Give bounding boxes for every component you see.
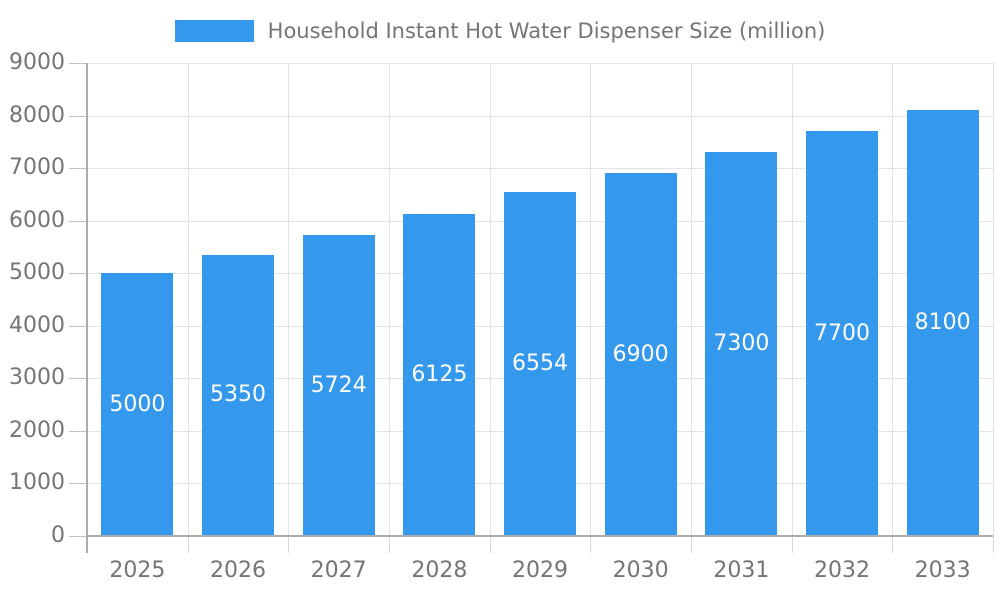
y-axis-tick <box>69 220 87 222</box>
gridline-vertical <box>489 63 491 536</box>
bar <box>202 254 274 536</box>
x-axis-label: 2027 <box>310 558 367 583</box>
plot-area: 0 1000 2000 3000 4000 5000 6000 7000 8000 9000 500… <box>9 52 994 582</box>
x-axis-line <box>87 535 993 537</box>
gridline-vertical <box>691 63 692 536</box>
x-axis-tick <box>590 536 592 553</box>
bar <box>504 191 576 536</box>
x-axis-tick <box>187 536 189 553</box>
y-axis-label: 1000 <box>9 470 65 496</box>
bar <box>705 152 778 536</box>
y-axis-tick <box>69 536 87 537</box>
legend-label: Household Instant Hot Water Dispenser Si… <box>267 19 826 43</box>
gridline-vertical <box>288 63 290 536</box>
legend: Household Instant Hot Water Dispenser Si… <box>0 17 1000 45</box>
x-axis-tick <box>791 536 793 553</box>
x-axis-label: 2025 <box>109 558 166 583</box>
bar-value-label: 6125 <box>411 362 468 388</box>
gridline-horizontal <box>87 63 993 64</box>
x-axis-label: 2031 <box>713 558 770 583</box>
y-axis-label: 5000 <box>9 260 65 286</box>
bar-value-label: 5724 <box>310 372 367 398</box>
bar-value-label: 8100 <box>914 310 971 336</box>
bar-value-label: 7300 <box>713 331 770 357</box>
x-axis-label: 2026 <box>210 558 266 583</box>
y-axis-tick <box>69 430 87 432</box>
gridline-horizontal <box>87 115 993 117</box>
y-axis-tick <box>69 168 87 170</box>
bar <box>403 214 476 536</box>
x-axis-label: 2028 <box>411 558 468 583</box>
legend-swatch-icon <box>174 20 254 42</box>
bar <box>806 131 878 536</box>
x-axis-tick <box>288 536 290 553</box>
gridline-vertical <box>892 63 894 536</box>
bar <box>101 273 174 536</box>
y-axis-tick <box>69 273 87 275</box>
x-axis-tick <box>389 536 390 553</box>
y-axis-label: 7000 <box>9 155 65 181</box>
x-axis-tick <box>691 536 692 553</box>
bar-value-label: 7700 <box>814 320 870 346</box>
y-axis-label: 8000 <box>9 102 65 128</box>
gridline-vertical <box>389 63 390 536</box>
gridline-vertical <box>791 63 793 536</box>
x-axis-label: 2029 <box>512 558 568 583</box>
x-axis-label: 2032 <box>814 558 870 583</box>
bar-value-label: 6900 <box>612 341 669 367</box>
gridline-vertical <box>590 63 592 536</box>
bar-value-label: 5000 <box>109 391 166 417</box>
y-axis-label: 9000 <box>9 50 65 75</box>
y-axis-label: 0 <box>51 523 65 548</box>
bar <box>604 173 677 536</box>
bar-value-label: 5350 <box>210 382 266 408</box>
y-axis-label: 3000 <box>9 365 65 391</box>
y-axis-tick <box>69 63 87 64</box>
bar <box>302 235 375 536</box>
gridline-vertical <box>993 63 994 536</box>
y-axis-tick <box>69 115 87 117</box>
x-axis-tick <box>489 536 491 553</box>
y-axis-tick <box>69 325 87 327</box>
x-axis-tick <box>993 536 994 553</box>
y-axis-tick <box>69 483 87 485</box>
y-axis-line <box>86 63 88 553</box>
x-axis-label: 2033 <box>914 558 971 583</box>
gridline-horizontal <box>87 168 993 170</box>
y-axis-label: 6000 <box>9 207 65 233</box>
bar <box>906 110 979 536</box>
x-axis-tick <box>892 536 894 553</box>
x-axis-label: 2030 <box>612 558 669 583</box>
legend-item[interactable]: Household Instant Hot Water Dispenser Si… <box>174 19 826 43</box>
y-axis-tick <box>69 378 87 380</box>
y-axis-label: 4000 <box>9 312 65 338</box>
bar-value-label: 6554 <box>512 350 568 376</box>
gridline-vertical <box>187 63 189 536</box>
y-axis-label: 2000 <box>9 417 65 443</box>
